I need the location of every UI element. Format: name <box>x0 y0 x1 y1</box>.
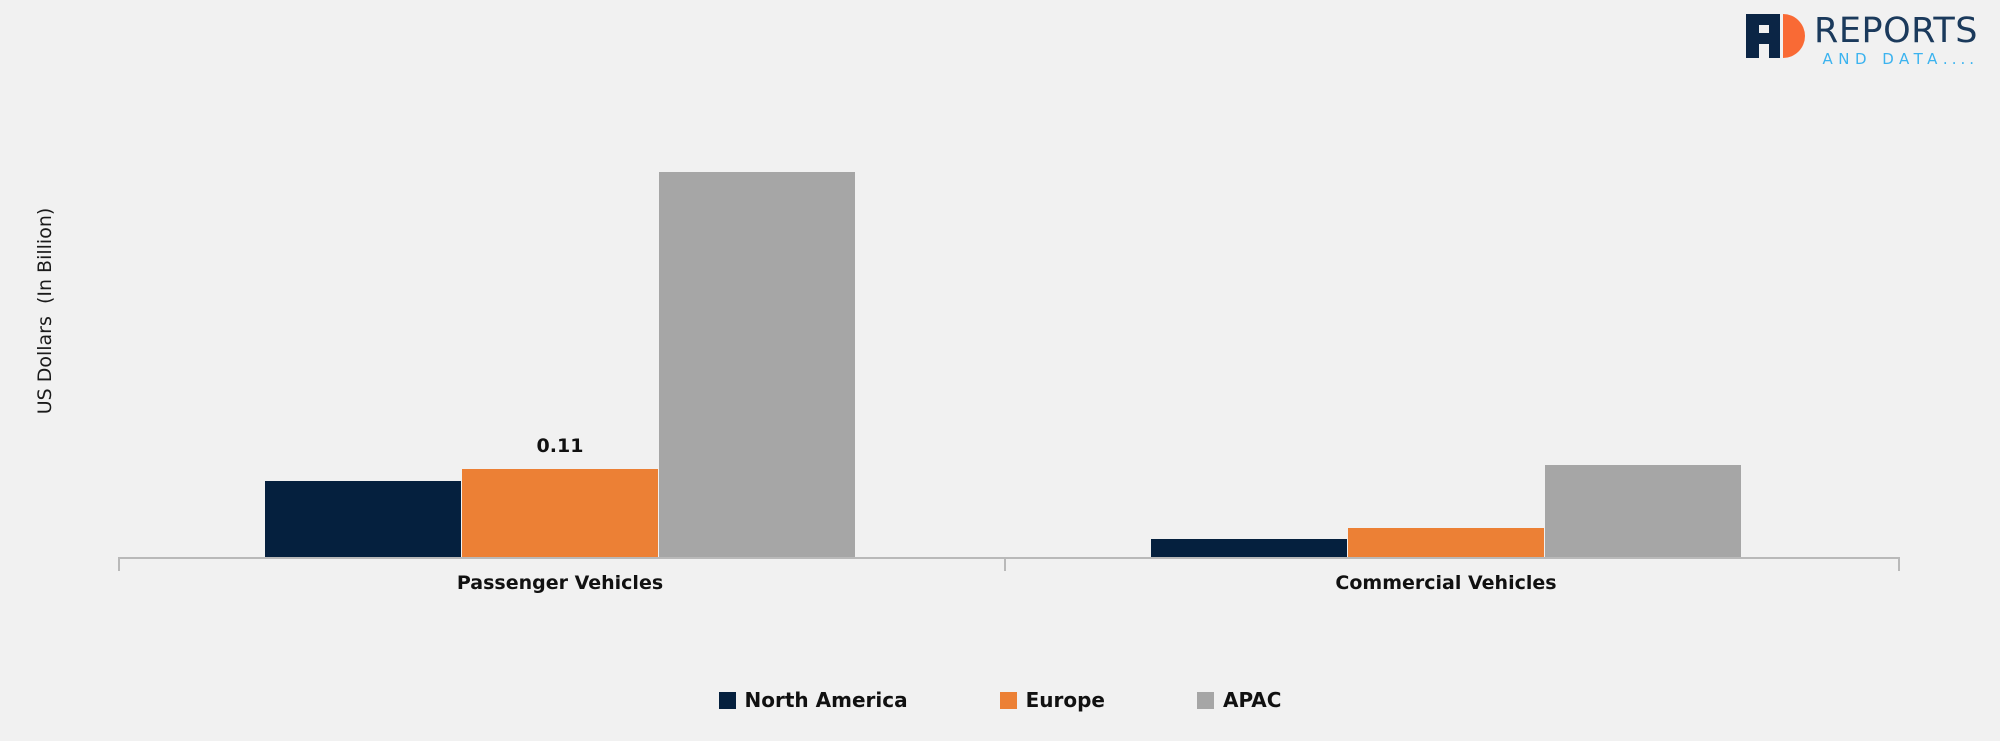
bar-europe-passenger-vehicles[interactable] <box>462 469 658 557</box>
legend-swatch-north-america <box>718 691 736 709</box>
category-label-passenger-vehicles: Passenger Vehicles <box>456 572 664 594</box>
plot-area: 0.11 Passenger Vehicles Commercial Vehic… <box>118 60 1900 594</box>
legend-swatch-apac <box>1196 691 1214 709</box>
logo-d-shape <box>1783 14 1806 58</box>
x-axis-tick-start <box>118 559 120 571</box>
legend-label-europe: Europe <box>1025 688 1105 712</box>
y-axis-title: US Dollars (In Billion) <box>34 207 56 415</box>
logo-r-leg <box>1769 44 1781 58</box>
bar-north-america-passenger-vehicles[interactable] <box>265 481 461 557</box>
legend-item-north-america[interactable]: North America <box>718 688 908 712</box>
bar-value-label: 0.11 <box>536 435 584 457</box>
x-axis-line <box>118 557 1900 559</box>
logo-r-right-bar <box>1769 14 1781 44</box>
legend-swatch-europe <box>999 691 1017 709</box>
legend-label-apac: APAC <box>1222 688 1282 712</box>
logo-r-top-bar <box>1746 14 1781 25</box>
bar-apac-commercial-vehicles[interactable] <box>1545 465 1741 557</box>
bar-apac-passenger-vehicles[interactable] <box>659 172 855 557</box>
reports-and-data-mark-icon <box>1746 14 1808 58</box>
legend-item-europe[interactable]: Europe <box>999 688 1105 712</box>
x-axis-tick-middle <box>1004 559 1006 571</box>
category-label-commercial-vehicles: Commercial Vehicles <box>1335 572 1557 594</box>
bar-north-america-commercial-vehicles[interactable] <box>1151 539 1347 557</box>
chart-legend: North America Europe APAC <box>0 688 2000 712</box>
bar-group-commercial-vehicles: Commercial Vehicles <box>1151 60 1741 594</box>
legend-item-apac[interactable]: APAC <box>1196 688 1282 712</box>
legend-label-north-america: North America <box>744 688 908 712</box>
brand-tagline-dots: .... <box>1942 50 1978 68</box>
brand-tagline-text: AND DATA <box>1822 50 1943 68</box>
brand-logo: REPORTS AND DATA.... <box>1746 14 1978 72</box>
bar-group-passenger-vehicles: 0.11 Passenger Vehicles <box>265 60 855 594</box>
bar-europe-commercial-vehicles[interactable] <box>1348 528 1544 557</box>
brand-tagline: AND DATA.... <box>1822 52 1978 67</box>
brand-name: REPORTS <box>1814 11 1978 51</box>
logo-r-mid-bar <box>1746 33 1781 44</box>
brand-wordmark: REPORTS AND DATA.... <box>1814 14 1978 67</box>
x-axis-tick-end <box>1898 559 1900 571</box>
